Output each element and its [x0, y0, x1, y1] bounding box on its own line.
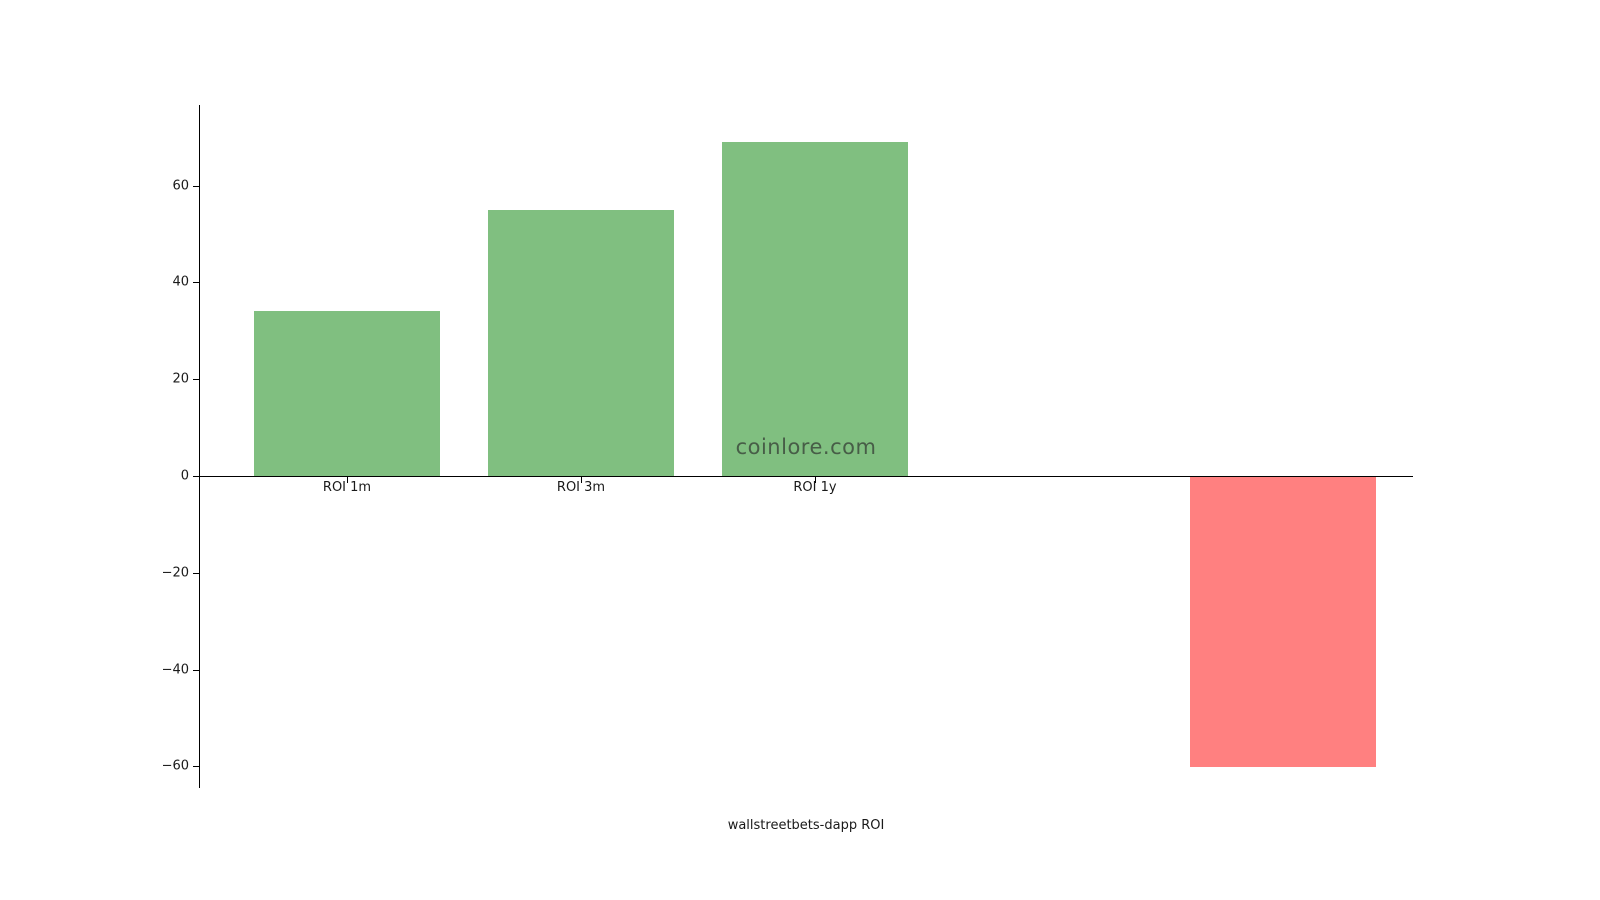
- roi-bar: [254, 311, 440, 476]
- x-axis-zero-line: [199, 476, 1413, 477]
- x-tick-label: ROI 1m: [322, 480, 372, 495]
- x-tick-label: ROI 3m: [556, 480, 606, 495]
- x-tick-mark: [347, 477, 348, 483]
- y-axis-spine: [199, 105, 200, 788]
- y-tick-label: 60: [172, 178, 189, 194]
- y-tick-mark: [193, 476, 199, 477]
- x-tick-mark: [581, 477, 582, 483]
- roi-bar: [722, 142, 908, 476]
- y-tick-label: 40: [172, 274, 189, 290]
- y-tick-mark: [193, 572, 199, 574]
- y-tick-mark: [193, 185, 199, 187]
- y-tick-label: −20: [161, 565, 189, 581]
- y-tick-label: −40: [161, 662, 189, 678]
- y-tick-label: 0: [180, 468, 189, 484]
- x-tick-mark: [815, 477, 816, 483]
- roi-bar: [488, 209, 674, 476]
- y-tick-mark: [193, 379, 199, 381]
- y-tick-mark: [193, 669, 199, 671]
- coinlore-watermark: coinlore.com: [735, 435, 877, 459]
- y-tick-label: 20: [172, 371, 189, 387]
- y-tick-mark: [193, 282, 199, 284]
- y-tick-mark: [193, 766, 199, 768]
- roi-bar: [1190, 477, 1376, 768]
- chart-title: wallstreetbets-dapp ROI: [727, 818, 885, 833]
- y-tick-label: −60: [161, 758, 189, 774]
- x-tick-label: ROI 1y: [793, 480, 837, 495]
